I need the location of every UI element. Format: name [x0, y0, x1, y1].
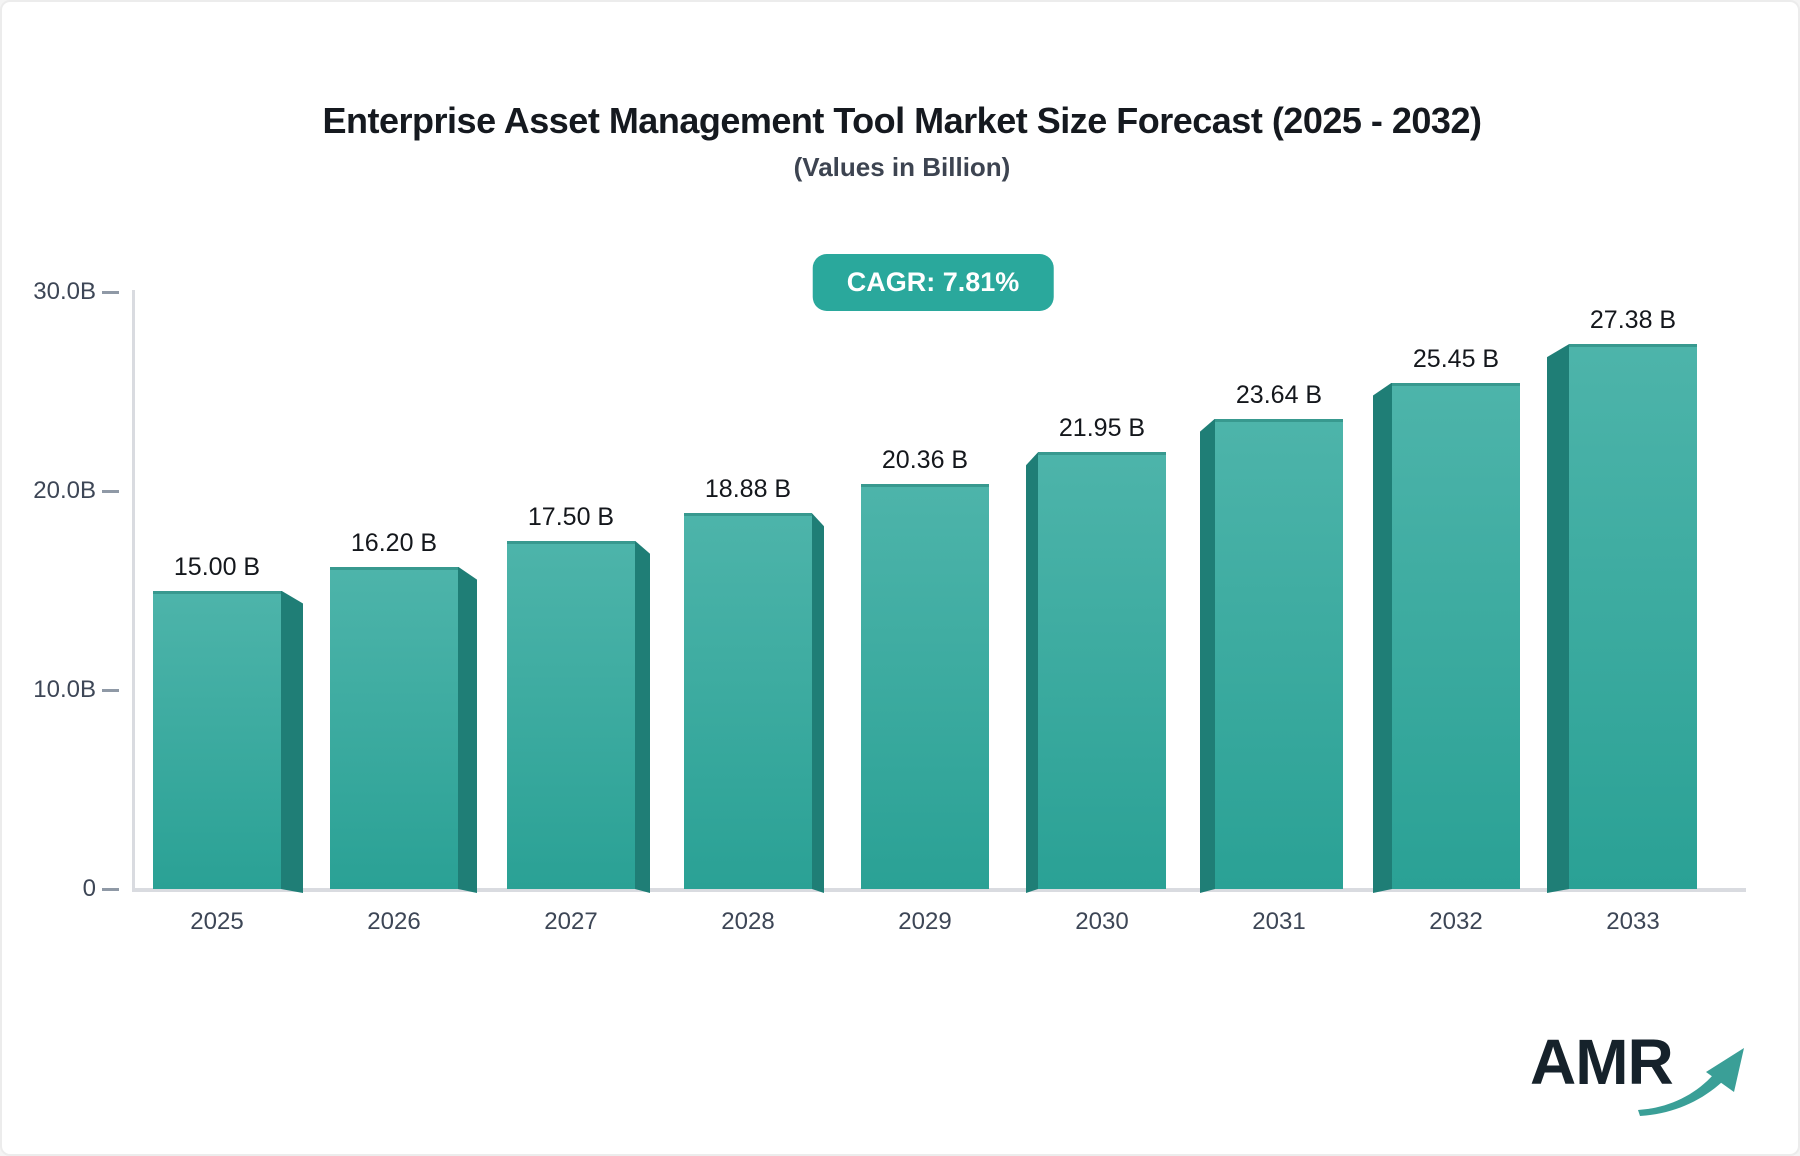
bar-side-face	[1200, 419, 1215, 893]
bar-side-face	[812, 513, 824, 893]
cagr-badge: CAGR: 7.81%	[812, 254, 1054, 311]
x-tick-label-2032: 2032	[1429, 908, 1483, 935]
y-tick-label: 20.0B	[33, 477, 96, 504]
bar-side-face	[635, 541, 650, 893]
bar-value-label: 18.88 B	[704, 475, 792, 504]
bar-2026	[330, 566, 458, 889]
x-tick-label-2031: 2031	[1252, 908, 1306, 935]
x-tick-label-2026: 2026	[367, 908, 421, 935]
bar-2032	[1392, 382, 1520, 889]
x-tick-label-2027: 2027	[544, 908, 598, 935]
bar-value-label: 20.36 B	[881, 445, 969, 474]
x-tick-label-2029: 2029	[898, 908, 952, 935]
bar-side-face	[281, 591, 303, 894]
bar-2029	[861, 483, 989, 889]
chart-subtitle: (Values in Billion)	[793, 152, 1011, 182]
y-tick-dash	[102, 688, 119, 692]
bar-2027	[507, 540, 635, 889]
bar-value-label: 16.20 B	[350, 528, 438, 557]
x-tick-label-2025: 2025	[190, 908, 244, 935]
amr-logo-arrow-icon	[1638, 1048, 1744, 1116]
bar-side-face	[1547, 344, 1569, 893]
bar-2025	[153, 590, 281, 889]
y-axis-line	[132, 290, 135, 891]
x-tick-label-2033: 2033	[1606, 908, 1660, 935]
bar-2031	[1215, 418, 1343, 889]
y-tick-dash	[102, 887, 119, 891]
bar-2033	[1569, 344, 1697, 889]
y-tick-label: 0	[82, 875, 96, 902]
chart-title: Enterprise Asset Management Tool Market …	[322, 100, 1482, 141]
y-tick-dash	[102, 290, 119, 294]
y-tick-label: 10.0B	[33, 676, 96, 703]
bar-value-label: 21.95 B	[1058, 414, 1146, 443]
x-axis-line	[132, 888, 1746, 892]
bar-value-label: 25.45 B	[1412, 344, 1500, 373]
x-tick-label-2028: 2028	[721, 908, 775, 935]
bar-side-face	[1026, 452, 1038, 893]
cagr-badge-label: CAGR: 7.81%	[846, 267, 1020, 297]
bar-value-label: 23.64 B	[1235, 380, 1323, 409]
bar-side-face	[458, 567, 477, 893]
y-tick-dash	[102, 489, 119, 493]
amr-logo-text: AMR	[1530, 1026, 1674, 1098]
bar-2030	[1038, 452, 1166, 889]
bar-value-label: 27.38 B	[1589, 306, 1677, 335]
bar-2028	[684, 513, 812, 889]
x-tick-label-2030: 2030	[1075, 908, 1129, 935]
bar-value-label: 17.50 B	[527, 502, 615, 531]
amr-logo: AMR	[1530, 1030, 1760, 1120]
bar-value-label: 15.00 B	[173, 552, 261, 581]
bar-side-face	[1373, 383, 1392, 893]
y-tick-label: 30.0B	[33, 278, 96, 305]
